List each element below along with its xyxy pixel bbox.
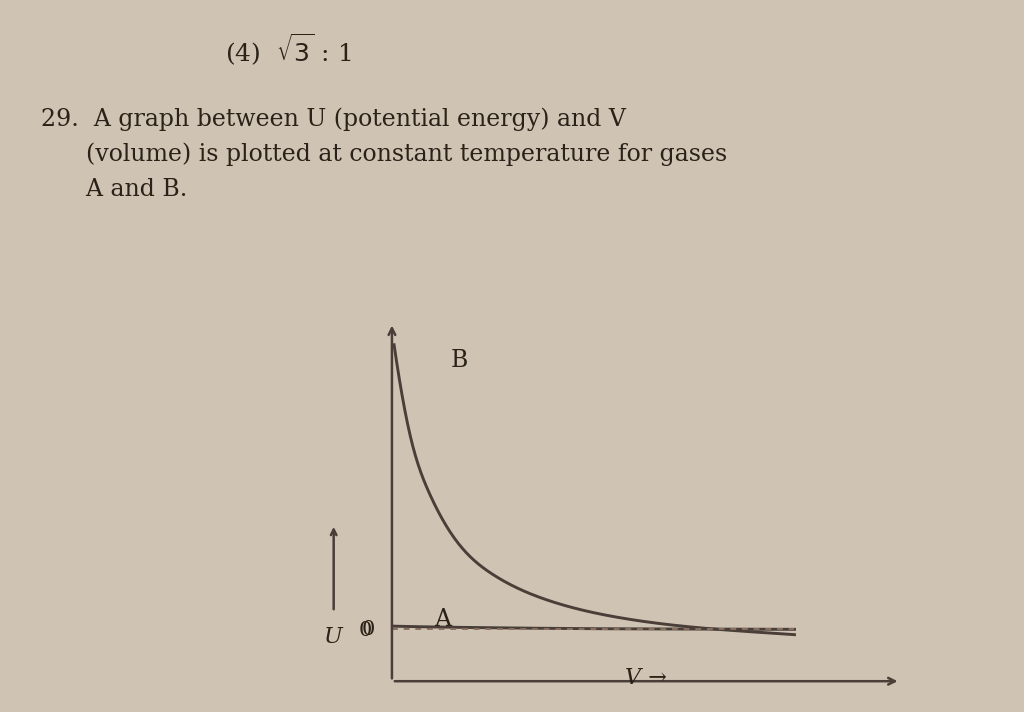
- Text: 0: 0: [361, 619, 376, 639]
- Text: B: B: [451, 349, 468, 372]
- Text: 0: 0: [358, 621, 372, 640]
- Text: U: U: [325, 626, 343, 648]
- Text: (4)  $\sqrt{3}$ : 1: (4) $\sqrt{3}$ : 1: [225, 32, 352, 68]
- Text: V →: V →: [626, 667, 667, 689]
- Text: A: A: [434, 608, 452, 632]
- Text: 29.  A graph between U (potential energy) and V
      (volume) is plotted at con: 29. A graph between U (potential energy)…: [41, 108, 727, 201]
